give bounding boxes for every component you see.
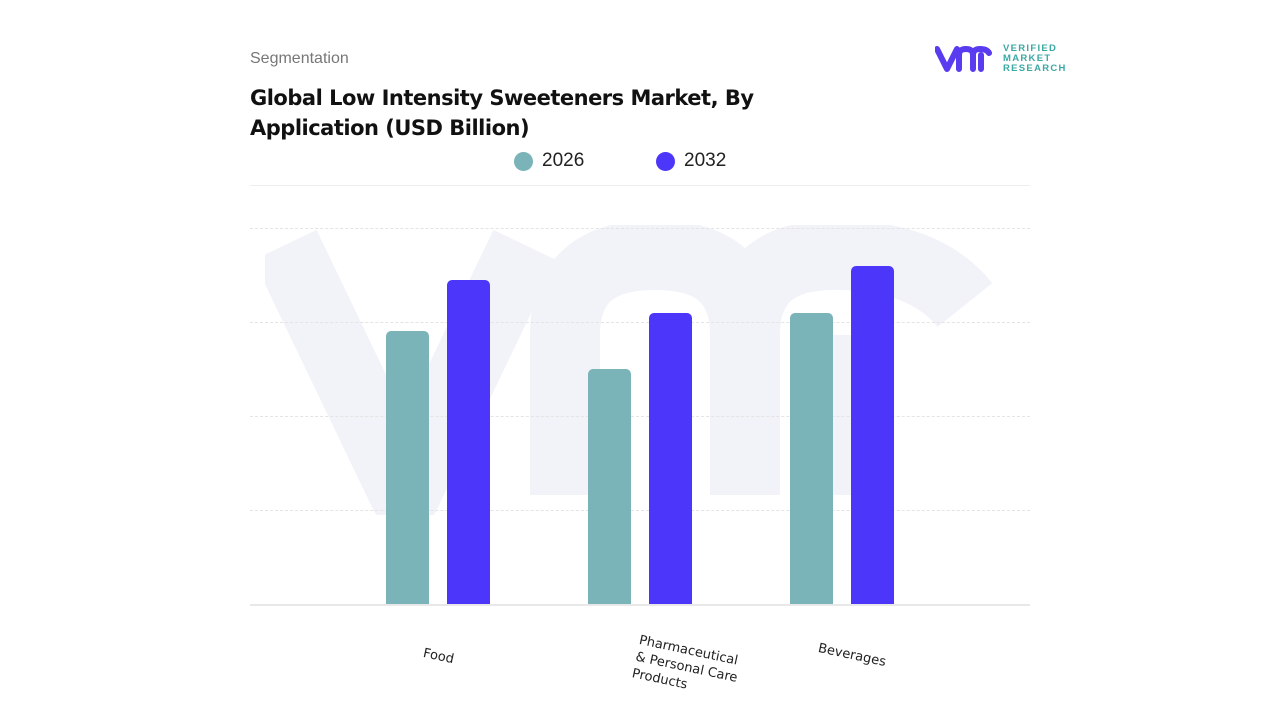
vmr-logo-icon <box>935 46 992 72</box>
bar-2032-2 <box>851 265 894 604</box>
x-tick-label: Food <box>421 645 456 668</box>
logo-text: VERIFIED MARKET RESEARCH <box>1003 43 1067 74</box>
x-axis-line <box>250 604 1030 606</box>
x-tick-label: Pharmaceutical & Personal Care Products <box>630 632 740 693</box>
legend-swatch <box>514 151 533 171</box>
legend-item-2026: 2026 <box>514 150 584 172</box>
legend-label: 2032 <box>684 150 727 171</box>
watermark <box>265 225 993 515</box>
bar-2026-0 <box>386 331 429 604</box>
gridline <box>250 322 1030 323</box>
x-tick-label: Beverages <box>816 640 888 670</box>
legend-divider <box>250 185 1030 186</box>
bar-2026-2 <box>790 312 833 604</box>
logo: VERIFIED MARKET RESEARCH <box>935 44 1067 74</box>
bar-2026-1 <box>588 369 631 604</box>
legend-label: 2026 <box>542 150 585 171</box>
section-label: Segmentation <box>250 50 349 67</box>
legend-swatch <box>656 151 675 171</box>
bar-2032-1 <box>649 312 692 604</box>
chart-title: Global Low Intensity Sweeteners Market, … <box>250 86 754 140</box>
gridline <box>250 416 1030 417</box>
legend-item-2032: 2032 <box>656 150 726 172</box>
gridline <box>250 228 1030 229</box>
gridline <box>250 510 1030 511</box>
bar-2032-0 <box>447 279 490 604</box>
